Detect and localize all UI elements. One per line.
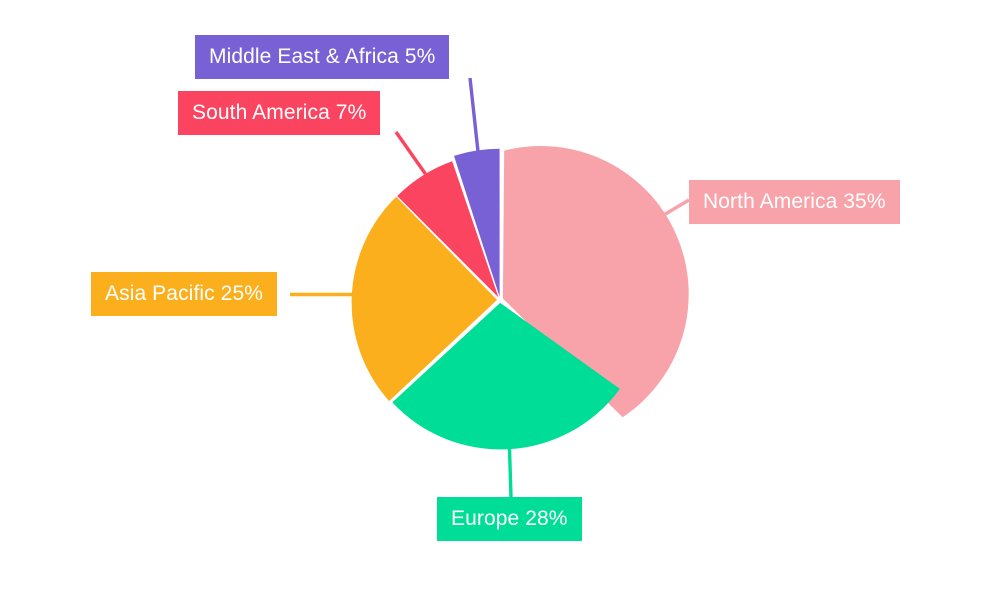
pie-slice-south-america[interactable] [397, 161, 499, 298]
pie-label-south-america: South America 7% [178, 91, 381, 135]
pie-label-europe: Europe 28% [437, 497, 582, 541]
pie-slice-europe[interactable] [392, 302, 620, 450]
pie-wedges [351, 146, 689, 450]
leader-line-middle-east-africa [468, 77, 481, 157]
pie-label-middle-east-africa: Middle East & Africa 5% [195, 35, 450, 79]
pie-slice-asia-pacific[interactable] [351, 196, 497, 402]
pie-slice-middle-east-africa[interactable] [454, 148, 500, 297]
pie-label-north-america: North America 35% [689, 180, 900, 224]
pie-label-asia-pacific: Asia Pacific 25% [91, 272, 278, 316]
leader-line-europe [507, 448, 513, 498]
leader-line-south-america [394, 131, 427, 175]
pie-slice-north-america[interactable] [502, 146, 689, 418]
